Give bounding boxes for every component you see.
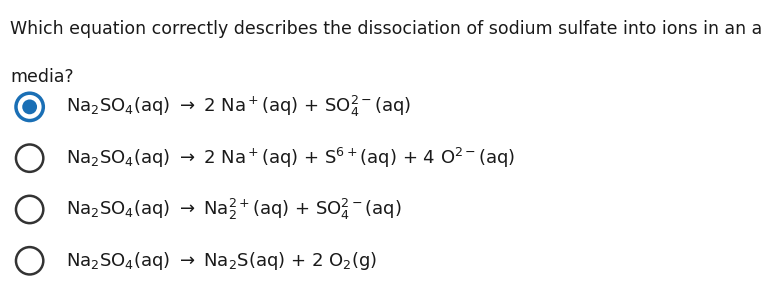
Text: media?: media? xyxy=(10,68,74,86)
Text: Na$_2$SO$_4$(aq) $\rightarrow$ Na$_2$S(aq) + 2 O$_2$(g): Na$_2$SO$_4$(aq) $\rightarrow$ Na$_2$S(a… xyxy=(66,250,378,272)
Text: Na$_2$SO$_4$(aq) $\rightarrow$ 2 Na$^+$(aq) + S$^{6+}$(aq) + 4 O$^{2-}$(aq): Na$_2$SO$_4$(aq) $\rightarrow$ 2 Na$^+$(… xyxy=(66,146,516,170)
Text: Na$_2$SO$_4$(aq) $\rightarrow$ Na$_2^{2+}$(aq) + SO$_4^{2-}$(aq): Na$_2$SO$_4$(aq) $\rightarrow$ Na$_2^{2+… xyxy=(66,197,402,222)
Text: Which equation correctly describes the dissociation of sodium sulfate into ions : Which equation correctly describes the d… xyxy=(10,20,762,38)
Text: Na$_2$SO$_4$(aq) $\rightarrow$ 2 Na$^+$(aq) + SO$_4^{2-}$(aq): Na$_2$SO$_4$(aq) $\rightarrow$ 2 Na$^+$(… xyxy=(66,94,411,119)
